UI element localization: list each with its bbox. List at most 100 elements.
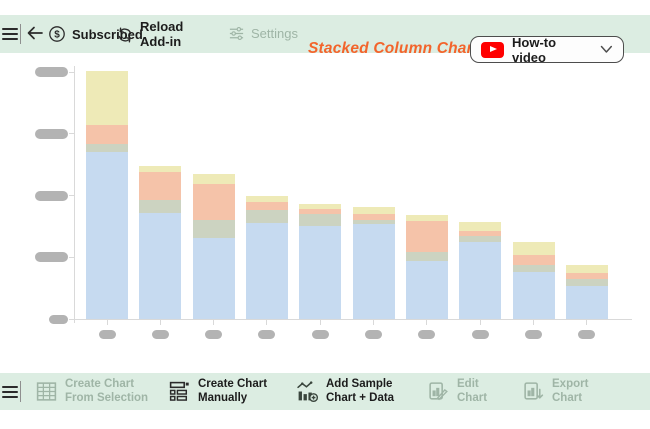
y-tick-label-blurred — [35, 128, 68, 139]
stacked-bar — [86, 70, 128, 319]
how-to-video-label: How-to video — [512, 34, 557, 65]
add-sample-chart-data-button[interactable]: Add Sample Chart + Data — [296, 378, 394, 405]
bar-segment-series-1-blue — [86, 152, 128, 319]
bar-segment-series-4-yellow — [299, 204, 342, 210]
chevron-down-icon — [600, 45, 613, 53]
y-tick-label-blurred — [35, 190, 68, 201]
page-title: Stacked Column Chart — [308, 40, 479, 57]
bar-segment-series-4-yellow — [459, 222, 502, 232]
x-axis-line — [74, 319, 632, 320]
bar-segment-series-4-yellow — [352, 207, 395, 215]
y-tick-mark — [69, 71, 74, 73]
x-tick-mark — [319, 319, 321, 325]
bar-segment-series-1-blue — [459, 242, 502, 319]
bar-segment-series-3-salmon — [192, 183, 235, 221]
bar-segment-series-2-sage — [459, 236, 502, 243]
bar-segment-series-4-yellow — [86, 70, 128, 126]
bar-segment-series-4-yellow — [139, 165, 182, 173]
bottom-menu-icon[interactable] — [2, 386, 18, 398]
create-chart-from-selection-label: Create Chart From Selection — [65, 378, 149, 404]
stacked-bar — [459, 222, 502, 319]
bar-segment-series-1-blue — [565, 285, 608, 319]
x-tick-label-blurred — [311, 330, 329, 339]
subscribed-label: Subscribed — [72, 26, 143, 42]
x-tick-label-blurred — [418, 330, 436, 339]
y-tick-mark — [69, 195, 74, 196]
table-grid-icon — [36, 382, 57, 401]
toolbar-divider — [20, 24, 21, 44]
x-tick-label-blurred — [205, 330, 223, 339]
bar-segment-series-1-blue — [405, 261, 448, 319]
settings-sliders-icon — [229, 26, 244, 41]
x-tick-mark — [213, 319, 215, 325]
bar-segment-series-2-sage — [299, 214, 342, 227]
y-tick-mark — [69, 256, 74, 258]
bar-segment-series-3-salmon — [352, 214, 395, 221]
bar-segment-series-2-sage — [565, 278, 608, 286]
y-tick-label-blurred — [35, 252, 68, 263]
x-tick-label-blurred — [578, 330, 596, 339]
bar-segment-series-4-yellow — [405, 215, 448, 222]
y-tick-label-blurred — [49, 314, 68, 324]
x-tick-mark — [373, 319, 375, 325]
dollar-circle-icon: $ — [49, 26, 65, 42]
bar-segment-series-4-yellow — [565, 264, 608, 273]
x-tick-label-blurred — [365, 330, 383, 339]
bar-segment-series-1-blue — [245, 222, 288, 319]
export-chart-icon — [524, 382, 544, 400]
reload-icon — [118, 27, 132, 43]
y-tick-label-blurred — [35, 67, 68, 77]
edit-chart-icon — [429, 382, 448, 401]
y-tick-mark — [69, 133, 74, 135]
x-tick-mark — [266, 319, 268, 325]
bar-segment-series-2-sage — [512, 264, 555, 273]
x-tick-label-blurred — [98, 330, 116, 339]
svg-text:$: $ — [54, 30, 60, 41]
y-axis-line — [74, 66, 75, 323]
stacked-bar — [192, 173, 235, 319]
bar-segment-series-3-salmon — [299, 209, 342, 215]
bar-segment-series-1-blue — [192, 237, 235, 319]
stacked-bar — [512, 242, 555, 319]
stacked-bar — [405, 215, 448, 319]
bar-segment-series-3-salmon — [245, 201, 288, 210]
youtube-icon — [481, 41, 504, 58]
bar-segment-series-4-yellow — [512, 242, 555, 256]
bar-segment-series-1-blue — [299, 226, 342, 319]
x-tick-mark — [533, 319, 535, 325]
bottom-toolbar-divider — [20, 381, 21, 402]
x-tick-mark — [106, 319, 108, 325]
settings-button: Settings — [228, 25, 298, 42]
back-arrow-icon — [27, 26, 43, 40]
sample-chart-plus-icon — [297, 381, 319, 403]
x-tick-mark — [426, 319, 428, 325]
bar-segment-series-2-sage — [352, 220, 395, 224]
top-toolbar: $ Subscribed Reload Add-in Se — [0, 15, 650, 65]
stacked-bar — [139, 165, 182, 319]
x-tick-mark — [586, 319, 588, 325]
reload-addin-button[interactable]: Reload Add-in — [116, 19, 184, 49]
settings-label: Settings — [251, 26, 298, 41]
menu-icon[interactable] — [2, 28, 18, 40]
bar-segment-series-1-blue — [139, 212, 182, 319]
y-tick-mark — [69, 318, 74, 320]
create-chart-manually-button[interactable]: Create Chart Manually — [168, 378, 267, 405]
bar-segment-series-4-yellow — [245, 195, 288, 202]
bar-segment-series-1-blue — [512, 272, 555, 319]
x-tick-mark — [479, 319, 481, 325]
bar-segment-series-3-salmon — [86, 125, 128, 145]
create-chart-from-selection-button: Create Chart From Selection — [35, 378, 148, 405]
bar-segment-series-4-yellow — [192, 173, 235, 184]
bar-segment-series-3-salmon — [405, 221, 448, 252]
bar-segment-series-3-salmon — [565, 272, 608, 279]
x-tick-label-blurred — [151, 330, 169, 339]
back-button[interactable] — [26, 23, 44, 43]
export-chart-label: Export Chart — [552, 378, 589, 404]
bar-segment-series-2-sage — [405, 251, 448, 261]
subscribed-button[interactable]: $ Subscribed — [48, 25, 143, 43]
x-tick-label-blurred — [471, 330, 489, 339]
how-to-video-button[interactable]: How-to video — [470, 34, 624, 65]
reload-addin-label: Reload Add-in — [140, 19, 184, 49]
x-tick-label-blurred — [258, 330, 276, 339]
